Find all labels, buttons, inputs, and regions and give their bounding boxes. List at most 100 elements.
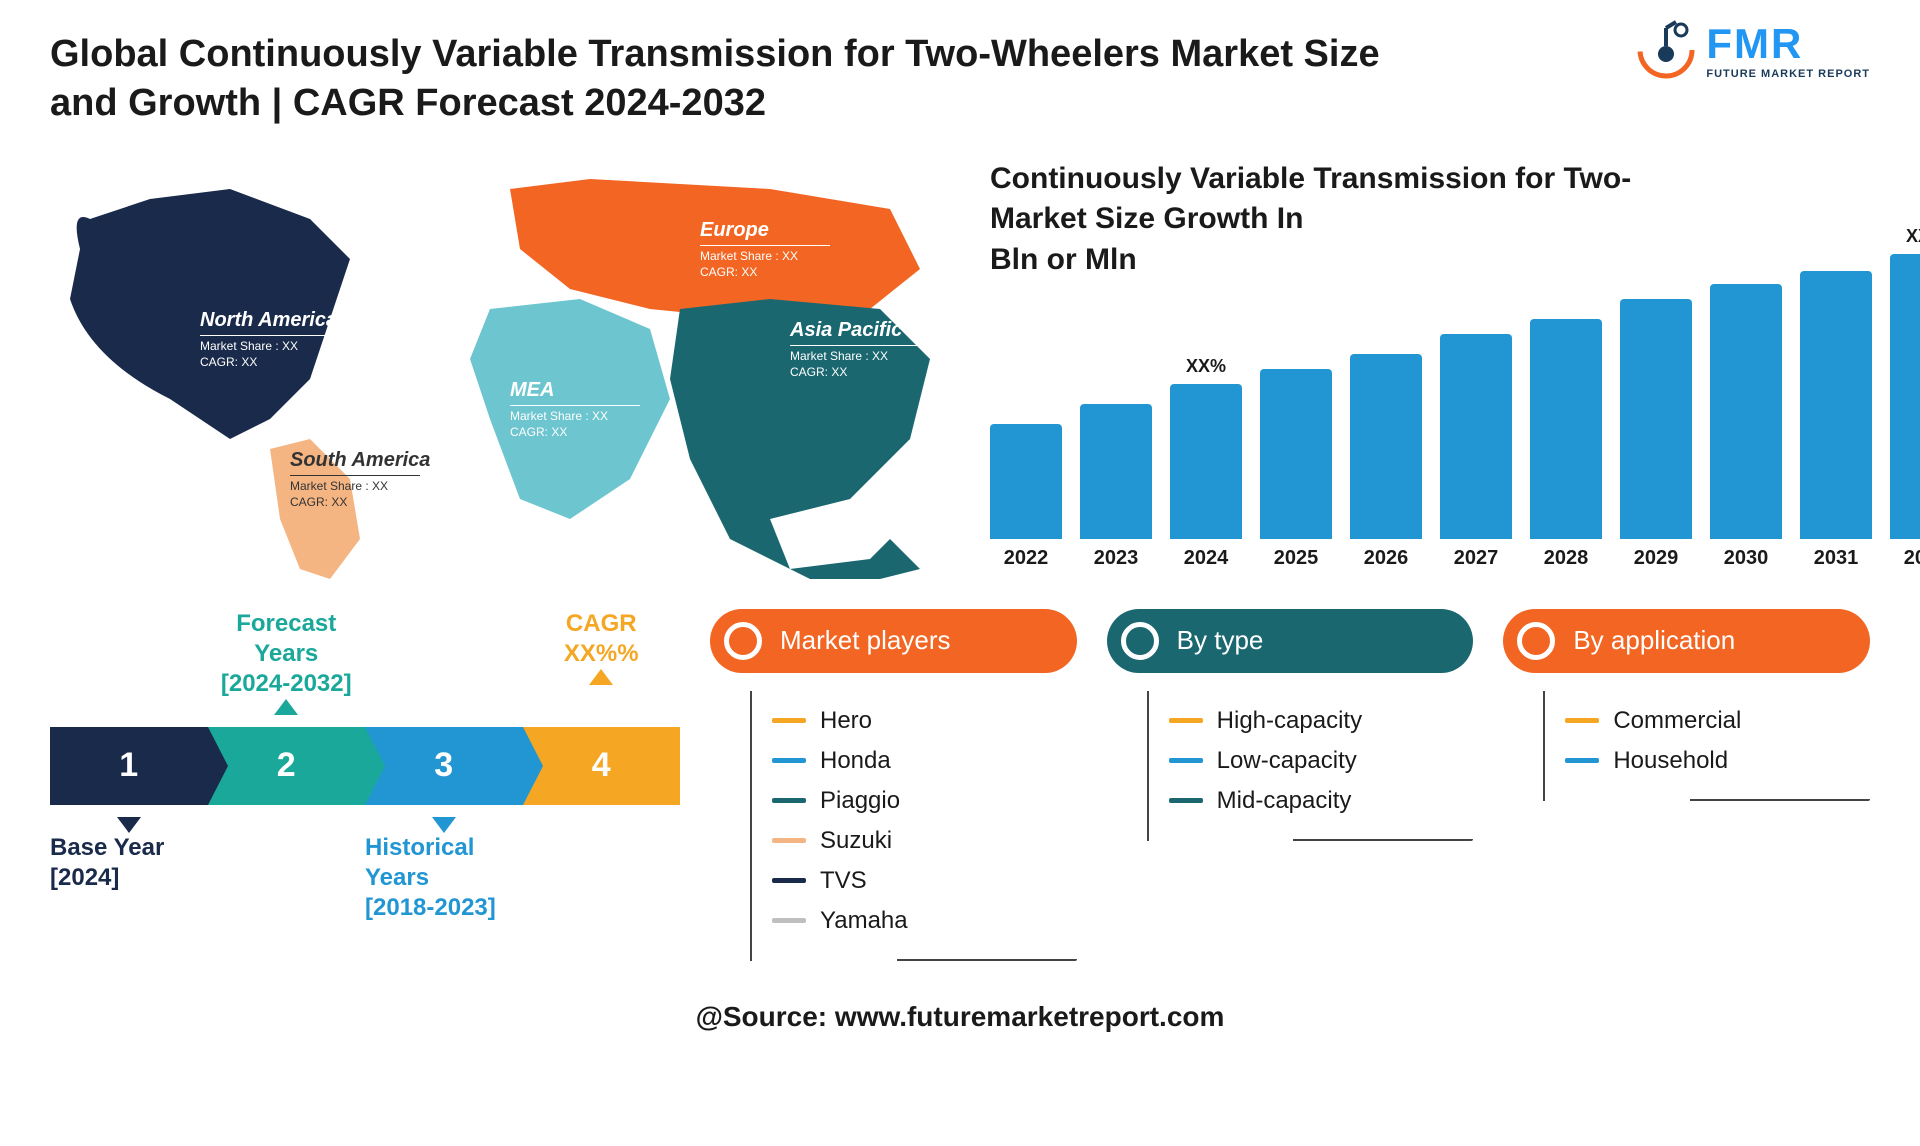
bar-year: 2029 bbox=[1634, 547, 1679, 570]
bar-rect bbox=[1800, 271, 1872, 539]
region-name: Europe bbox=[700, 219, 830, 242]
bar-2028: 2028 bbox=[1530, 319, 1602, 570]
bar-year: 2023 bbox=[1094, 547, 1139, 570]
world-map: North America Market Share : XX CAGR: XX So… bbox=[50, 159, 950, 579]
dash-icon bbox=[772, 758, 806, 763]
bar-2026: 2026 bbox=[1350, 354, 1422, 570]
bar-rect bbox=[990, 424, 1062, 539]
timeline-seg-num: 1 bbox=[119, 746, 138, 785]
bar-pct: XX% bbox=[1906, 226, 1920, 247]
region-share: Market Share : XX bbox=[790, 349, 920, 363]
chart-title-l2: Market Size Growth In bbox=[990, 199, 1920, 240]
segment-item-label: Honda bbox=[820, 747, 891, 775]
bar-2025: 2025 bbox=[1260, 369, 1332, 570]
timeline-seg-num: 3 bbox=[434, 746, 453, 785]
bar-rect bbox=[1530, 319, 1602, 539]
dash-icon bbox=[1169, 718, 1203, 723]
bar-2030: 2030 bbox=[1710, 284, 1782, 570]
timeline-seg-3: 3 bbox=[365, 727, 523, 805]
bar-year: 2030 bbox=[1724, 547, 1769, 570]
bar-year: 2027 bbox=[1454, 547, 1499, 570]
bar-2024: XX%2024 bbox=[1170, 384, 1242, 570]
segment-item-label: TVS bbox=[820, 867, 867, 895]
region-share: Market Share : XX bbox=[200, 339, 337, 353]
segment-item-label: Mid-capacity bbox=[1217, 787, 1352, 815]
bar-2027: 2027 bbox=[1440, 334, 1512, 570]
bar-year: 2024 bbox=[1184, 547, 1229, 570]
region-share: Market Share : XX bbox=[290, 479, 430, 493]
segment-item-label: Yamaha bbox=[820, 907, 908, 935]
segment-item-label: Commercial bbox=[1613, 707, 1741, 735]
source-attribution: @Source: www.futuremarketreport.com bbox=[0, 1001, 1920, 1033]
dash-icon bbox=[1565, 718, 1599, 723]
bar-year: 2028 bbox=[1544, 547, 1589, 570]
region-cagr: CAGR: XX bbox=[700, 265, 830, 279]
chart-title: Continuously Variable Transmission for T… bbox=[990, 159, 1920, 281]
region-name: South America bbox=[290, 449, 430, 472]
segment-item-label: High-capacity bbox=[1217, 707, 1362, 735]
dash-icon bbox=[772, 798, 806, 803]
region-cagr: CAGR: XX bbox=[290, 495, 430, 509]
segment-list: High-capacity Low-capacity Mid-capacity bbox=[1147, 691, 1474, 841]
chart-title-l1: Continuously Variable Transmission for T… bbox=[990, 159, 1920, 200]
segment-item: Suzuki bbox=[752, 821, 1077, 861]
segment-item-label: Hero bbox=[820, 707, 872, 735]
region-asia-pacific: Asia Pacific Market Share : XX CAGR: XX bbox=[790, 319, 920, 379]
dash-icon bbox=[772, 838, 806, 843]
dash-icon bbox=[772, 878, 806, 883]
segment-item: Yamaha bbox=[752, 901, 1077, 941]
bar-year: 2022 bbox=[1004, 547, 1049, 570]
segment-pill: By application bbox=[1503, 609, 1870, 673]
chart-title-l3: Bln or Mln bbox=[990, 240, 1920, 281]
page-title: Global Continuously Variable Transmissio… bbox=[50, 30, 1450, 129]
bar-pct: XX% bbox=[1186, 356, 1226, 377]
bar-2022: 2022 bbox=[990, 424, 1062, 570]
region-cagr: CAGR: XX bbox=[790, 365, 920, 379]
segment-market-players: Market players Hero Honda Piaggio Suzuki TVS Y… bbox=[710, 609, 1077, 961]
region-north-america: North America Market Share : XX CAGR: XX bbox=[200, 309, 337, 369]
segment-item-label: Piaggio bbox=[820, 787, 900, 815]
bar-rect bbox=[1890, 254, 1920, 539]
segment-by-type: By type High-capacity Low-capacity Mid-capa… bbox=[1107, 609, 1474, 961]
timeline-seg-4: 4 bbox=[523, 727, 681, 805]
bar-rect bbox=[1440, 334, 1512, 539]
tl-label: Historical Years[2018-2023] bbox=[365, 833, 523, 923]
dash-icon bbox=[1169, 758, 1203, 763]
timeline-seg-num: 2 bbox=[277, 746, 296, 785]
tl-label: Forecast Years[2024-2032] bbox=[208, 609, 366, 699]
triangle-up-icon bbox=[274, 699, 298, 715]
region-cagr: CAGR: XX bbox=[200, 355, 337, 369]
region-name: North America bbox=[200, 309, 337, 332]
region-name: Asia Pacific bbox=[790, 319, 920, 342]
timeline-seg-num: 4 bbox=[592, 746, 611, 785]
segment-item: Hero bbox=[752, 701, 1077, 741]
tl-label: Base Year[2024] bbox=[50, 833, 208, 893]
triangle-down-icon bbox=[117, 817, 141, 833]
segment-item: Honda bbox=[752, 741, 1077, 781]
region-europe: Europe Market Share : XX CAGR: XX bbox=[700, 219, 830, 279]
timeline: Forecast Years[2024-2032] CAGRXX%% 1 2 3 4 B… bbox=[50, 609, 680, 961]
segment-item: Household bbox=[1545, 741, 1870, 781]
region-share: Market Share : XX bbox=[510, 409, 640, 423]
logo-tagline: FUTURE MARKET REPORT bbox=[1706, 68, 1870, 80]
bar-2029: 2029 bbox=[1620, 299, 1692, 570]
logo-brand-text: FMR bbox=[1706, 20, 1870, 68]
brand-logo: FMR FUTURE MARKET REPORT bbox=[1636, 20, 1870, 80]
bar-year: 2031 bbox=[1814, 547, 1859, 570]
segment-pill: By type bbox=[1107, 609, 1474, 673]
triangle-up-icon bbox=[589, 669, 613, 685]
segment-list: Hero Honda Piaggio Suzuki TVS Yamaha bbox=[750, 691, 1077, 961]
segment-item: Piaggio bbox=[752, 781, 1077, 821]
timeline-seg-1: 1 bbox=[50, 727, 208, 805]
segment-pill: Market players bbox=[710, 609, 1077, 673]
bar-year: 2026 bbox=[1364, 547, 1409, 570]
region-share: Market Share : XX bbox=[700, 249, 830, 263]
bar-year: 2032 bbox=[1904, 547, 1920, 570]
timeline-seg-2: 2 bbox=[208, 727, 366, 805]
segment-item: Mid-capacity bbox=[1149, 781, 1474, 821]
tl-label: CAGRXX%% bbox=[523, 609, 681, 669]
triangle-down-icon bbox=[432, 817, 456, 833]
bar-2032: XX%2032 bbox=[1890, 254, 1920, 570]
bar-rect bbox=[1080, 404, 1152, 539]
segment-item: Low-capacity bbox=[1149, 741, 1474, 781]
